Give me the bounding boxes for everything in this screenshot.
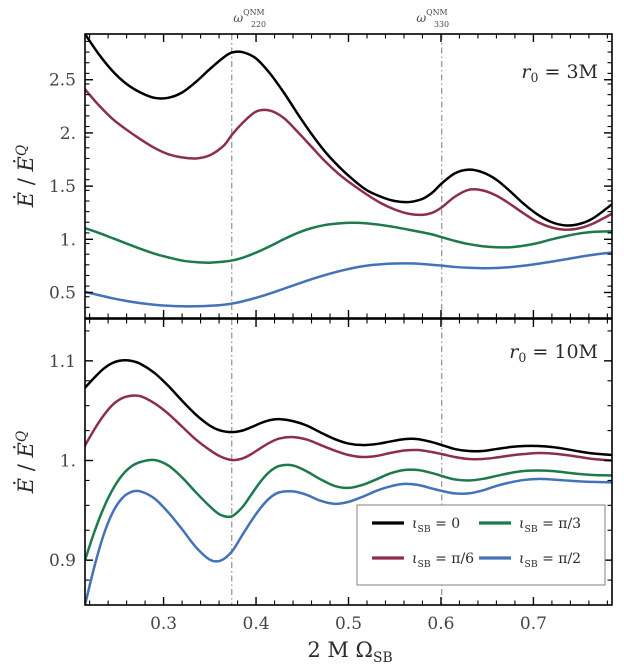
ytick-label: 1.5	[49, 177, 76, 197]
svg-text:330: 330	[434, 20, 449, 29]
panel-bottom-ytick-labels: 0.9 1. 1.1	[49, 352, 76, 571]
ytick-label: 0.9	[49, 551, 76, 571]
svg-text:Ė / ĖQ: Ė / ĖQ	[14, 145, 38, 209]
xtick-label: 0.4	[243, 614, 270, 634]
qnm-330-symbol: ω	[416, 11, 426, 25]
curve-bottom-iota-pi-3	[85, 458, 612, 562]
svg-text:220: 220	[251, 20, 266, 29]
curve-bottom-iota-pi-2	[85, 477, 612, 605]
panel-bottom: 0.9 1. 1.1 0.3 0.4 0.5 0.6 0.7 r0 = 10M	[49, 318, 613, 634]
legend-label-iota-pi-6: ιSB = π/6	[412, 551, 474, 570]
panel-top-plot-area	[85, 34, 612, 318]
ylabel-top: Ė / ĖQ	[14, 145, 38, 209]
panel-bottom-note: r0 = 10M	[509, 341, 598, 365]
panel-bottom-xtick-labels: 0.3 0.4 0.5 0.6 0.7	[150, 614, 547, 634]
svg-text:ωQNM: ωQNM	[416, 8, 447, 25]
ytick-label: 0.5	[49, 283, 76, 303]
qnm-330-sub: 330	[434, 20, 449, 29]
ytick-label: 1.	[60, 452, 76, 472]
curve-bottom-iota-pi-6	[85, 394, 612, 462]
legend-label-iota-pi-3: ιSB = π/3	[519, 516, 581, 535]
panel-top-ticks	[85, 34, 612, 318]
qnm-220-sub: 220	[251, 20, 266, 29]
svg-text:Ė / ĖQ: Ė / ĖQ	[14, 431, 38, 495]
legend: ιSB = 0 ιSB = π/3 ιSB = π/6 ιSB = π/2	[356, 504, 606, 586]
curve-top-iota-pi-2	[85, 251, 612, 308]
qnm-annotation-220: ωQNM 220	[233, 8, 266, 29]
qnm-220-symbol: ω	[233, 11, 243, 25]
panel-top-ytick-labels: 0.5 1. 1.5 2. 2.5	[49, 71, 76, 304]
panel-top-note: r0 = 3M	[521, 61, 598, 85]
qnm-330-sup: QNM	[426, 8, 448, 17]
curve-top-iota-pi-3	[85, 221, 612, 264]
xtick-label: 0.3	[150, 614, 177, 634]
legend-entries: ιSB = 0 ιSB = π/3 ιSB = π/6 ιSB = π/2	[372, 516, 581, 570]
xtick-label: 0.5	[335, 614, 362, 634]
ytick-label: 1.1	[49, 352, 76, 372]
panel-bottom-ticks	[85, 319, 612, 605]
ylabel-bottom: Ė / ĖQ	[14, 431, 38, 495]
panel-bottom-plot-area	[85, 319, 612, 605]
ytick-label: 2.	[60, 124, 76, 144]
ytick-label: 1.	[60, 230, 76, 250]
ytick-label: 2.5	[49, 71, 76, 91]
qnm-annotation-330: ωQNM 330	[416, 8, 449, 29]
panel-top: 0.5 1. 1.5 2. 2.5 r0 = 3M	[49, 33, 613, 319]
svg-text:ωQNM: ωQNM	[233, 8, 264, 25]
legend-label-iota-0: ιSB = 0	[412, 516, 460, 535]
curve-top-iota-pi-6	[85, 88, 612, 231]
xtick-label: 0.7	[520, 614, 547, 634]
legend-label-iota-pi-2: ιSB = π/2	[519, 551, 581, 570]
curve-top-iota-0	[85, 34, 612, 227]
curve-bottom-iota-0	[85, 358, 612, 457]
qnm-220-sup: QNM	[243, 8, 265, 17]
xtick-label: 0.6	[427, 614, 454, 634]
legend-box	[356, 504, 606, 586]
xlabel: 2 M ΩSB	[307, 638, 392, 665]
